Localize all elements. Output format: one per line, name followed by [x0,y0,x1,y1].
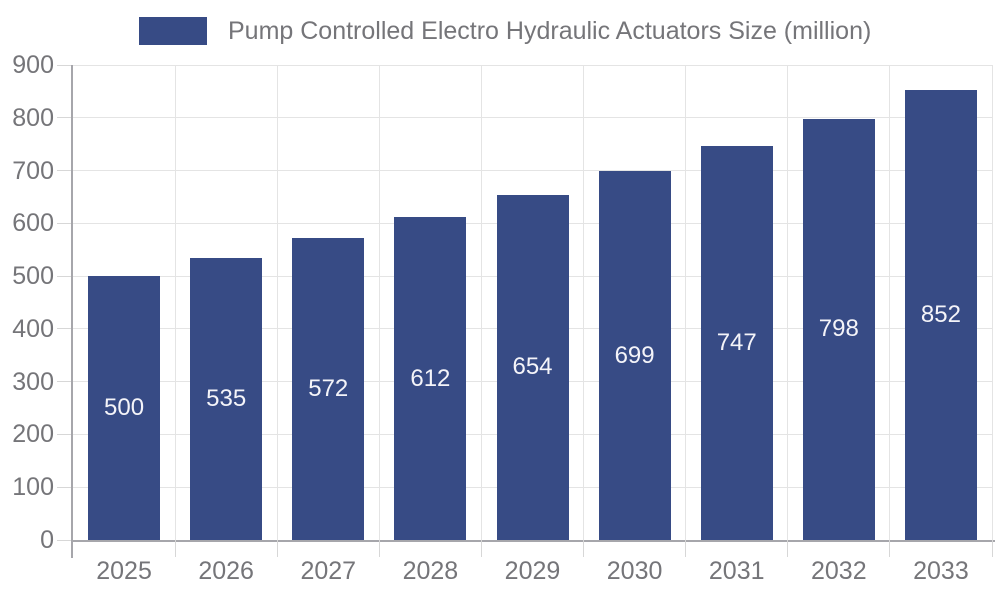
x-axis-tick [787,540,789,557]
bar: 535 [190,257,263,540]
bar-value-label: 535 [206,384,247,412]
y-axis-tick-label: 500 [12,262,54,291]
plot-area: 0 100 200 300 400 500 600 700 800 900 500 2025 535 20… [12,52,995,584]
gridline-vertical [276,65,278,540]
bar-value-label: 852 [920,301,961,329]
gridline-horizontal [73,170,992,172]
gridline-vertical [174,65,176,540]
x-axis-tick [174,540,176,557]
gridline-horizontal [73,64,992,66]
gridline-vertical [378,65,380,540]
x-axis-tick-label: 2026 [198,557,254,585]
bar: 747 [700,145,773,540]
y-axis-tick [57,117,71,119]
gridline-vertical [787,65,789,540]
y-axis-tick-label: 400 [12,314,54,343]
y-axis-tick-label: 900 [12,51,54,79]
x-axis-tick-label: 2032 [811,557,867,585]
y-axis-tick-label: 300 [12,367,54,396]
bar-value-label: 798 [818,315,859,343]
x-axis-tick [685,540,687,557]
y-axis-tick [57,222,71,224]
gridline-vertical [583,65,585,540]
y-axis-tick-label: 800 [12,103,54,132]
x-axis-tick [583,540,585,557]
y-axis-tick-label: 600 [12,209,54,238]
x-axis-tick-label: 2027 [300,557,357,585]
bar-value-label: 612 [410,364,451,392]
y-axis-tick [57,328,71,330]
y-axis-tick [57,275,71,277]
x-axis-tick [889,540,891,557]
gridline-vertical [480,65,482,540]
bar: 500 [88,276,161,540]
legend[interactable]: Pump Controlled Electro Hydraulic Actuat… [139,17,871,45]
y-axis-tick-label: 200 [12,420,54,449]
y-axis-tick-label: 700 [12,156,54,185]
y-axis-tick [57,433,71,435]
bar: 852 [904,90,977,540]
x-axis-tick [991,540,993,557]
x-axis-tick-label: 2030 [606,557,663,585]
gridline-vertical [685,65,687,540]
y-axis-tick-label: 100 [12,473,54,502]
legend-swatch-icon [139,17,207,45]
bar-value-label: 654 [512,353,553,381]
x-axis-tick-label: 2029 [504,557,561,585]
x-axis-tick [276,540,278,557]
bar-value-label: 747 [716,328,757,356]
x-axis-line [71,540,995,542]
x-axis-tick-label: 2025 [96,557,152,585]
x-axis-tick [378,540,380,557]
y-axis-tick [57,170,71,172]
y-axis-tick [57,64,71,66]
y-axis-tick [57,486,71,488]
bar: 654 [496,194,569,540]
y-axis-tick [57,539,71,541]
bar: 798 [802,118,875,540]
y-axis-tick-label: 0 [40,526,54,554]
x-axis-tick-label: 2028 [402,557,459,585]
y-axis-line [71,65,73,558]
x-axis-tick [480,540,482,557]
x-axis-tick-label: 2031 [708,557,765,585]
legend-label: Pump Controlled Electro Hydraulic Actuat… [228,17,872,45]
bar-value-label: 699 [614,341,655,369]
bar: 572 [292,238,365,540]
bar-value-label: 500 [104,394,145,422]
bar: 612 [394,217,467,540]
gridline-horizontal [73,117,992,119]
y-axis-tick [57,381,71,383]
x-axis-tick-label: 2033 [913,557,969,585]
bar-value-label: 572 [308,375,349,403]
gridline-vertical [889,65,891,540]
bar: 699 [598,171,671,540]
gridline-vertical [991,65,993,540]
